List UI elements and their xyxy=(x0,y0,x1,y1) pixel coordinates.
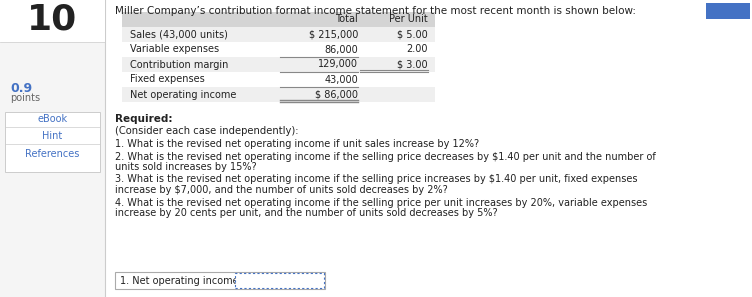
Text: 1. What is the revised net operating income if unit sales increase by 12%?: 1. What is the revised net operating inc… xyxy=(115,139,479,149)
Bar xyxy=(122,27,435,42)
Text: Total: Total xyxy=(335,15,358,24)
Text: (Consider each case independently):: (Consider each case independently): xyxy=(115,126,299,136)
Text: 43,000: 43,000 xyxy=(324,75,358,85)
Text: Per Unit: Per Unit xyxy=(390,15,428,24)
Text: 0.9: 0.9 xyxy=(10,82,32,95)
Text: Net operating income: Net operating income xyxy=(130,89,236,99)
Bar xyxy=(115,272,325,289)
Bar xyxy=(0,0,105,297)
Text: Variable expenses: Variable expenses xyxy=(130,45,219,55)
Bar xyxy=(122,12,435,27)
Bar xyxy=(122,87,435,102)
Text: 4. What is the revised net operating income if the selling price per unit increa: 4. What is the revised net operating inc… xyxy=(115,198,647,208)
Text: 2.00: 2.00 xyxy=(407,45,428,55)
Text: $ 215,000: $ 215,000 xyxy=(308,29,358,40)
Text: units sold increases by 15%?: units sold increases by 15%? xyxy=(115,162,256,172)
Text: References: References xyxy=(26,149,80,159)
Text: increase by $7,000, and the number of units sold decreases by 2%?: increase by $7,000, and the number of un… xyxy=(115,185,447,195)
Text: Miller Company’s contribution format income statement for the most recent month : Miller Company’s contribution format inc… xyxy=(115,6,636,16)
Text: Sales (43,000 units): Sales (43,000 units) xyxy=(130,29,228,40)
Text: Hint: Hint xyxy=(42,131,62,141)
Bar xyxy=(122,72,435,87)
Text: 129,000: 129,000 xyxy=(318,59,358,69)
Text: 86,000: 86,000 xyxy=(324,45,358,55)
Text: $ 3.00: $ 3.00 xyxy=(397,59,428,69)
Text: 2. What is the revised net operating income if the selling price decreases by $1: 2. What is the revised net operating inc… xyxy=(115,151,656,162)
Text: eBook: eBook xyxy=(38,114,68,124)
Bar xyxy=(235,273,324,288)
Bar xyxy=(5,112,100,172)
Text: Fixed expenses: Fixed expenses xyxy=(130,75,205,85)
Text: increase by 20 cents per unit, and the number of units sold decreases by 5%?: increase by 20 cents per unit, and the n… xyxy=(115,208,498,218)
Bar xyxy=(122,57,435,72)
Bar xyxy=(0,0,105,42)
Text: points: points xyxy=(10,93,40,103)
Text: Contribution margin: Contribution margin xyxy=(130,59,229,69)
Bar xyxy=(706,3,750,19)
Text: $ 86,000: $ 86,000 xyxy=(315,89,358,99)
Text: Required:: Required: xyxy=(115,114,172,124)
Text: $ 5.00: $ 5.00 xyxy=(397,29,428,40)
Bar xyxy=(122,42,435,57)
Text: 1. Net operating income: 1. Net operating income xyxy=(120,276,238,285)
Text: 3. What is the revised net operating income if the selling price increases by $1: 3. What is the revised net operating inc… xyxy=(115,175,638,184)
Text: 10: 10 xyxy=(27,2,77,36)
